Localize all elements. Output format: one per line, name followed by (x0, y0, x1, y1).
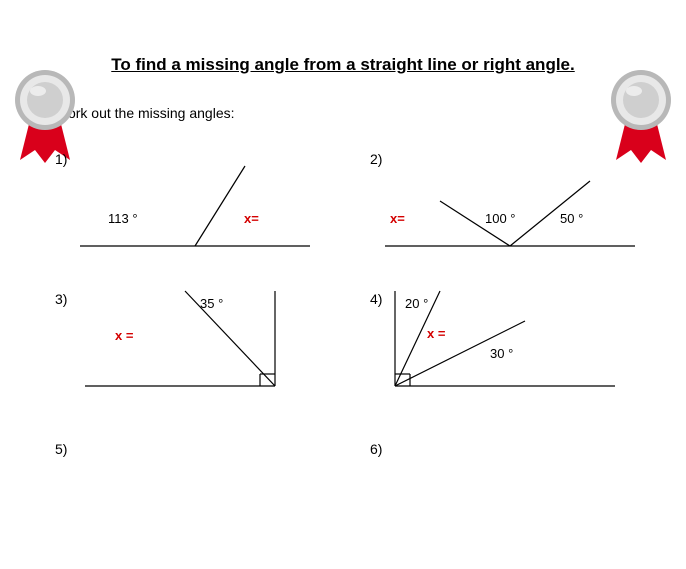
medal-right (606, 65, 676, 165)
problem-2-angle2: 50 ° (560, 211, 583, 226)
problem-3-x: x = (115, 328, 133, 343)
problem-5-number: 5) (55, 441, 67, 457)
problem-1-number: 1) (55, 151, 67, 167)
problem-4-angle1: 20 ° (405, 296, 428, 311)
medal-left (10, 65, 80, 165)
problem-4-angle2: 30 ° (490, 346, 513, 361)
problem-4-number: 4) (370, 291, 382, 307)
problem-2-x: x= (390, 211, 405, 226)
problem-4-x: x = (427, 326, 445, 341)
problem-2-angle1: 100 ° (485, 211, 516, 226)
problem-1-angle: 113 ° (108, 211, 138, 226)
problem-3-diagram (75, 286, 285, 396)
page-title: To find a missing angle from a straight … (0, 55, 686, 75)
problem-2-diagram (380, 156, 640, 256)
problem-1-x: x= (244, 211, 259, 226)
problem-3-number: 3) (55, 291, 67, 307)
problem-1-diagram (70, 156, 320, 256)
instruction-text: Work out the missing angles: (55, 105, 686, 121)
problem-6-number: 6) (370, 441, 382, 457)
problem-3-angle: 35 ° (200, 296, 223, 311)
